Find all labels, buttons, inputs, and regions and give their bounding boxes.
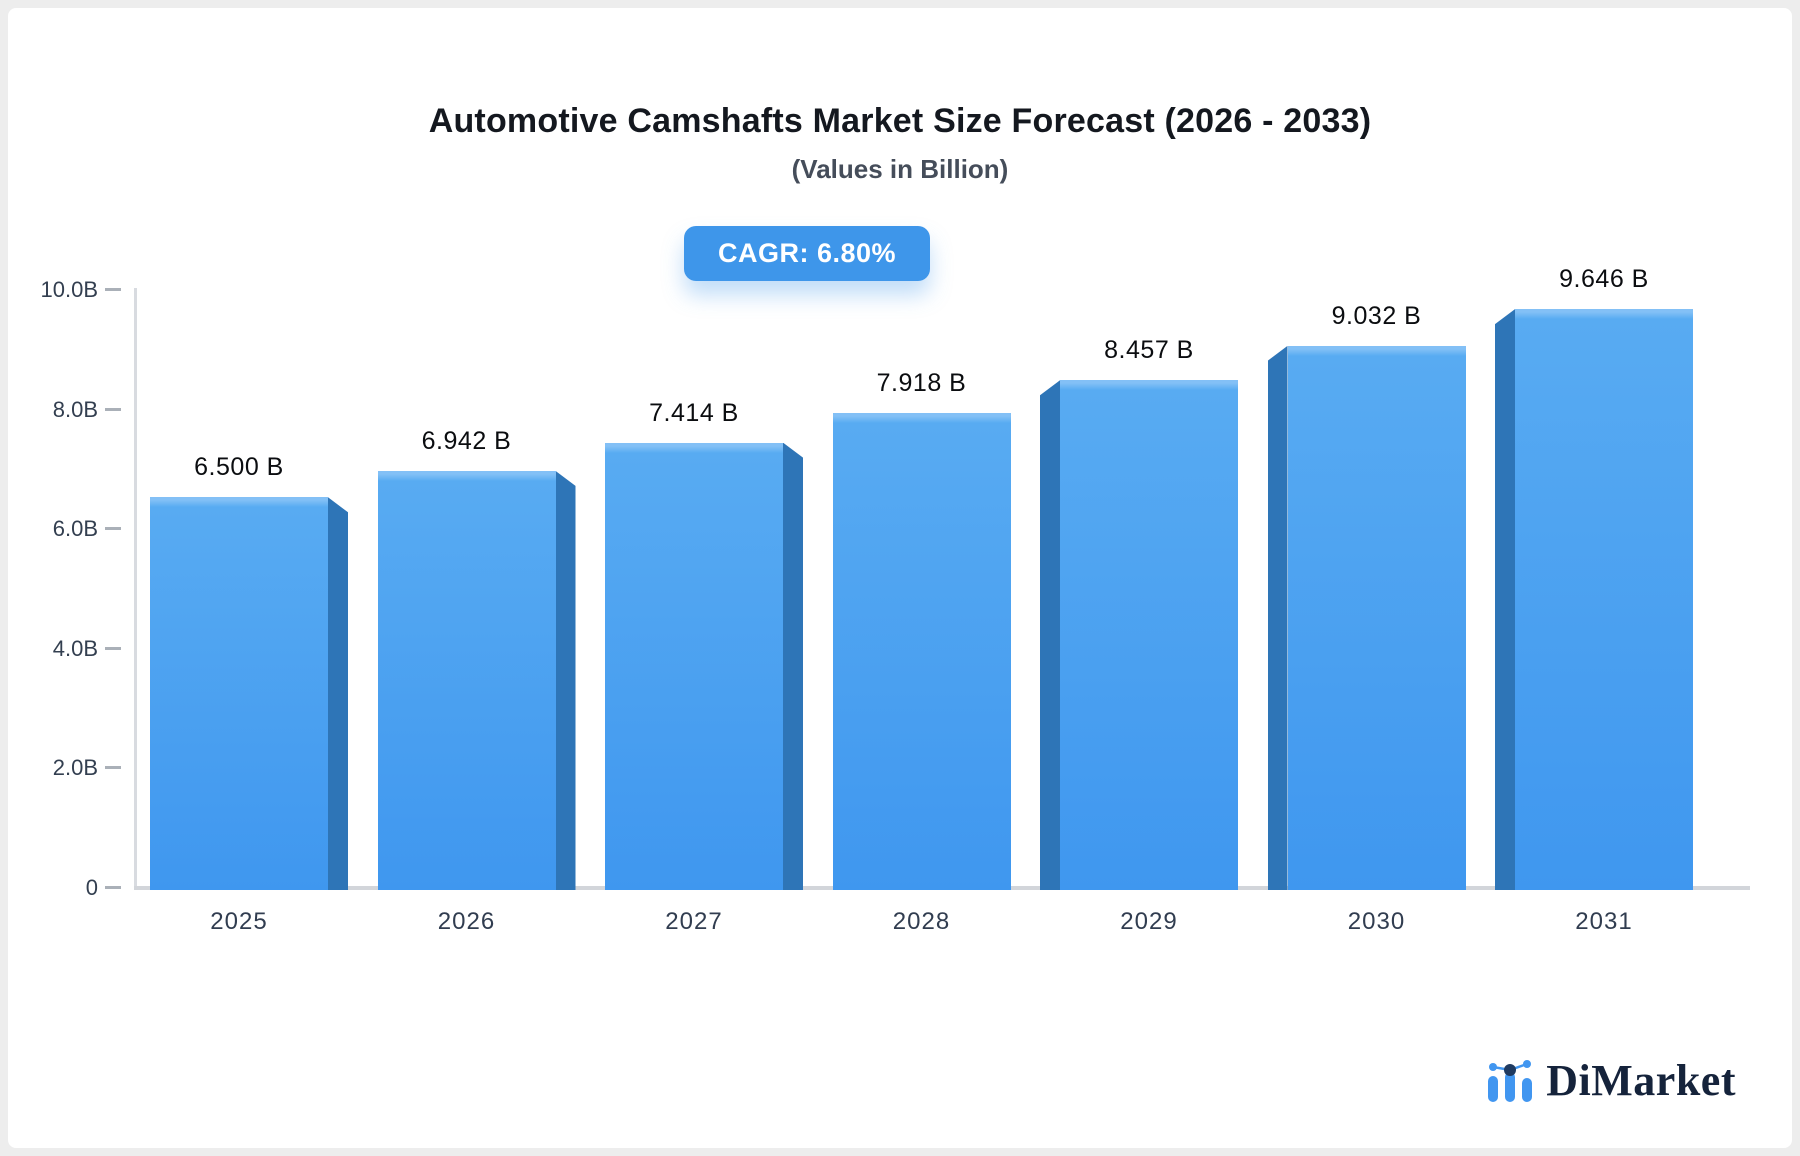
y-tick-label: 4.0B: [52, 635, 98, 661]
y-tick-label: 6.0B: [52, 516, 98, 542]
bar-2027: [605, 442, 783, 890]
bar-chart-plot-area: 0 2.0B 4.0B 6.0B 8.0B 10.0B 6.500 B 2025 6.942 B…: [8, 8, 1792, 1148]
y-tick-mark: [105, 766, 121, 770]
x-tick-label: 2025: [210, 908, 268, 935]
x-tick-label: 2029: [1120, 908, 1178, 935]
bar-2030-side-face: [1267, 345, 1288, 890]
bar-2027-side-face: [783, 442, 803, 890]
y-tick-mark: [105, 527, 121, 531]
bar-value-label: 7.918 B: [876, 368, 967, 397]
bar-value-label: 6.942 B: [421, 426, 512, 455]
dimarket-logo-text: DiMarket: [1546, 1056, 1736, 1105]
bar-value-label: 7.414 B: [649, 398, 739, 427]
bar-value-label: 9.646 B: [1559, 265, 1649, 294]
y-tick-label: 8.0B: [52, 396, 98, 422]
x-tick-label: 2031: [1575, 908, 1633, 935]
x-tick-label: 2028: [892, 908, 951, 935]
bar-2031-side-face: [1495, 309, 1515, 890]
bar-2028: [832, 412, 1011, 890]
bar-2025-side-face: [328, 497, 348, 890]
y-axis-line: [134, 288, 137, 890]
y-tick-label: 0: [85, 875, 98, 900]
y-tick-mark: [105, 646, 121, 650]
y-tick-mark: [105, 288, 121, 291]
x-tick-label: 2030: [1347, 908, 1406, 935]
y-tick-mark: [105, 886, 121, 889]
x-tick-label: 2027: [665, 908, 723, 935]
bar-value-label: 9.032 B: [1331, 301, 1422, 330]
cagr-badge: CAGR: 6.80%: [684, 226, 931, 281]
dimarket-logo-icon: [1488, 1059, 1533, 1102]
bar-2029-side-face: [1040, 380, 1060, 890]
bar-value-label: 6.500 B: [194, 453, 284, 482]
chart-card: Automotive Camshafts Market Size Forecas…: [8, 8, 1792, 1148]
bar-2031: [1515, 309, 1693, 890]
bar-2026-side-face: [555, 470, 576, 890]
dimarket-logo: DiMarket: [1484, 1055, 1736, 1106]
y-tick-label: 10.0B: [40, 277, 99, 302]
x-tick-label: 2026: [437, 908, 496, 935]
bar-2029: [1060, 380, 1238, 890]
y-tick-mark: [105, 407, 121, 411]
chart-title: Automotive Camshafts Market Size Forecas…: [428, 102, 1372, 140]
bar-2026: [377, 470, 556, 890]
chart-subtitle: (Values in Billion): [791, 154, 1009, 184]
y-tick-label: 2.0B: [52, 755, 98, 781]
bar-value-label: 8.457 B: [1104, 336, 1194, 365]
bar-2030: [1287, 345, 1466, 890]
bar-2025: [150, 497, 328, 890]
